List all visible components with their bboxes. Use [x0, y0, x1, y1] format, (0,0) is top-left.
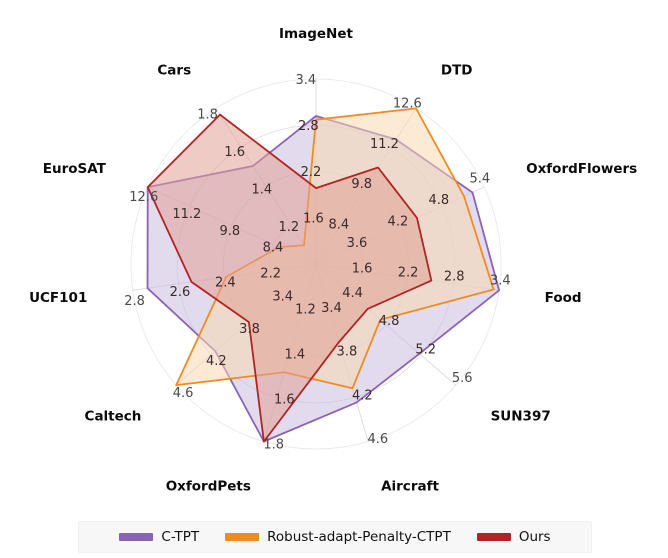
axis-name-food: Food [545, 290, 582, 306]
series-polygons [146, 107, 501, 443]
tick-label-sun397-2: 5.2 [415, 342, 436, 357]
tick-label-dtd-0: 8.4 [328, 217, 349, 232]
tick-label-oxfordpets-0: 1.2 [295, 303, 316, 318]
axis-name-dtd: DTD [441, 63, 473, 79]
legend-label: C-TPT [161, 529, 200, 545]
tick-label-sun397-0: 4.4 [342, 286, 363, 301]
radial-tick-labels: 1.6 2.2 2.8 3.4 8.4 9.8 11.2 12.6 3.6 4.2 4.8 5.4 1.… [124, 73, 510, 453]
legend-label: Robust-adapt-Penalty-CTPT [267, 529, 451, 545]
tick-label-caltech-3: 4.6 [173, 386, 194, 401]
tick-label-eurosat-2: 11.2 [172, 207, 201, 222]
tick-label-ucf101-3: 2.8 [124, 294, 145, 309]
tick-label-oxfordpets-3: 1.8 [263, 438, 284, 453]
tick-label-food-2: 2.8 [444, 270, 465, 285]
legend-entry-ours[interactable]: Ours [476, 529, 551, 545]
tick-label-imagenet-3: 3.4 [295, 73, 316, 88]
tick-label-aircraft-3: 4.6 [367, 432, 388, 447]
tick-label-imagenet-1: 2.2 [301, 165, 322, 180]
tick-label-eurosat-3: 12.6 [129, 190, 158, 205]
legend-entry-robust-adapt-penalty-ctpt[interactable]: Robust-adapt-Penalty-CTPT [225, 529, 451, 545]
tick-label-cars-3: 1.8 [197, 108, 218, 123]
tick-label-caltech-0: 3.4 [272, 290, 293, 305]
legend-swatch-ours [476, 533, 511, 541]
axis-name-ucf101: UCF101 [29, 290, 87, 306]
axis-name-eurosat: EuroSAT [43, 161, 107, 177]
tick-label-ucf101-1: 2.4 [215, 276, 236, 291]
tick-label-oxfordpets-1: 1.4 [285, 348, 306, 363]
axis-name-oxfordpets: OxfordPets [166, 479, 251, 495]
tick-label-ucf101-2: 2.6 [170, 285, 191, 300]
tick-label-caltech-2: 4.2 [206, 354, 227, 369]
tick-label-oxfordpets-2: 1.6 [274, 393, 295, 408]
tick-label-food-1: 2.2 [398, 266, 419, 281]
tick-label-imagenet-0: 1.6 [303, 211, 324, 226]
tick-label-dtd-2: 11.2 [370, 137, 399, 152]
legend-swatch-robust-adapt-penalty-ctpt [225, 533, 260, 541]
tick-label-cars-2: 1.6 [224, 145, 245, 160]
tick-label-aircraft-1: 3.8 [337, 345, 358, 360]
legend-entry-c-tpt[interactable]: C-TPT [119, 529, 199, 545]
tick-label-food-3: 3.4 [490, 274, 511, 289]
tick-label-cars-0: 1.2 [279, 220, 300, 235]
tick-label-aircraft-2: 4.2 [352, 388, 373, 403]
series-fill-ours [147, 114, 432, 442]
axis-name-labels: ImageNet DTD OxfordFlowers Food SUN397 Aircra… [29, 26, 637, 495]
tick-label-oxfordflowers-1: 4.2 [388, 215, 409, 230]
legend-swatch-c-tpt [119, 533, 154, 541]
tick-label-cars-1: 1.4 [251, 183, 272, 198]
tick-label-dtd-3: 12.6 [393, 97, 422, 112]
tick-label-oxfordflowers-0: 3.6 [347, 236, 368, 251]
tick-label-eurosat-1: 9.8 [220, 224, 241, 239]
tick-label-ucf101-0: 2.2 [260, 267, 281, 282]
tick-label-eurosat-0: 8.4 [263, 241, 284, 256]
axis-name-aircraft: Aircraft [381, 479, 439, 495]
tick-label-oxfordflowers-3: 5.4 [469, 172, 490, 187]
tick-label-sun397-1: 4.8 [379, 314, 400, 329]
series-line-ours [146, 113, 433, 443]
tick-label-oxfordflowers-2: 4.8 [429, 193, 450, 208]
tick-label-food-0: 1.6 [352, 262, 373, 277]
tick-label-sun397-3: 5.6 [452, 371, 473, 386]
tick-label-caltech-1: 3.8 [239, 322, 260, 337]
axis-name-caltech: Caltech [85, 408, 142, 424]
tick-label-aircraft-0: 3.4 [321, 301, 342, 316]
chart-legend: C-TPT Robust-adapt-Penalty-CTPT Ours [78, 521, 592, 553]
legend-label: Ours [518, 529, 551, 545]
tick-label-imagenet-2: 2.8 [298, 119, 319, 134]
axis-name-sun397: SUN397 [491, 408, 551, 424]
tick-label-dtd-1: 9.8 [351, 177, 372, 192]
axis-name-oxfordflowers: OxfordFlowers [526, 161, 637, 177]
axis-name-imagenet: ImageNet [279, 26, 353, 42]
axis-name-cars: Cars [157, 63, 191, 79]
